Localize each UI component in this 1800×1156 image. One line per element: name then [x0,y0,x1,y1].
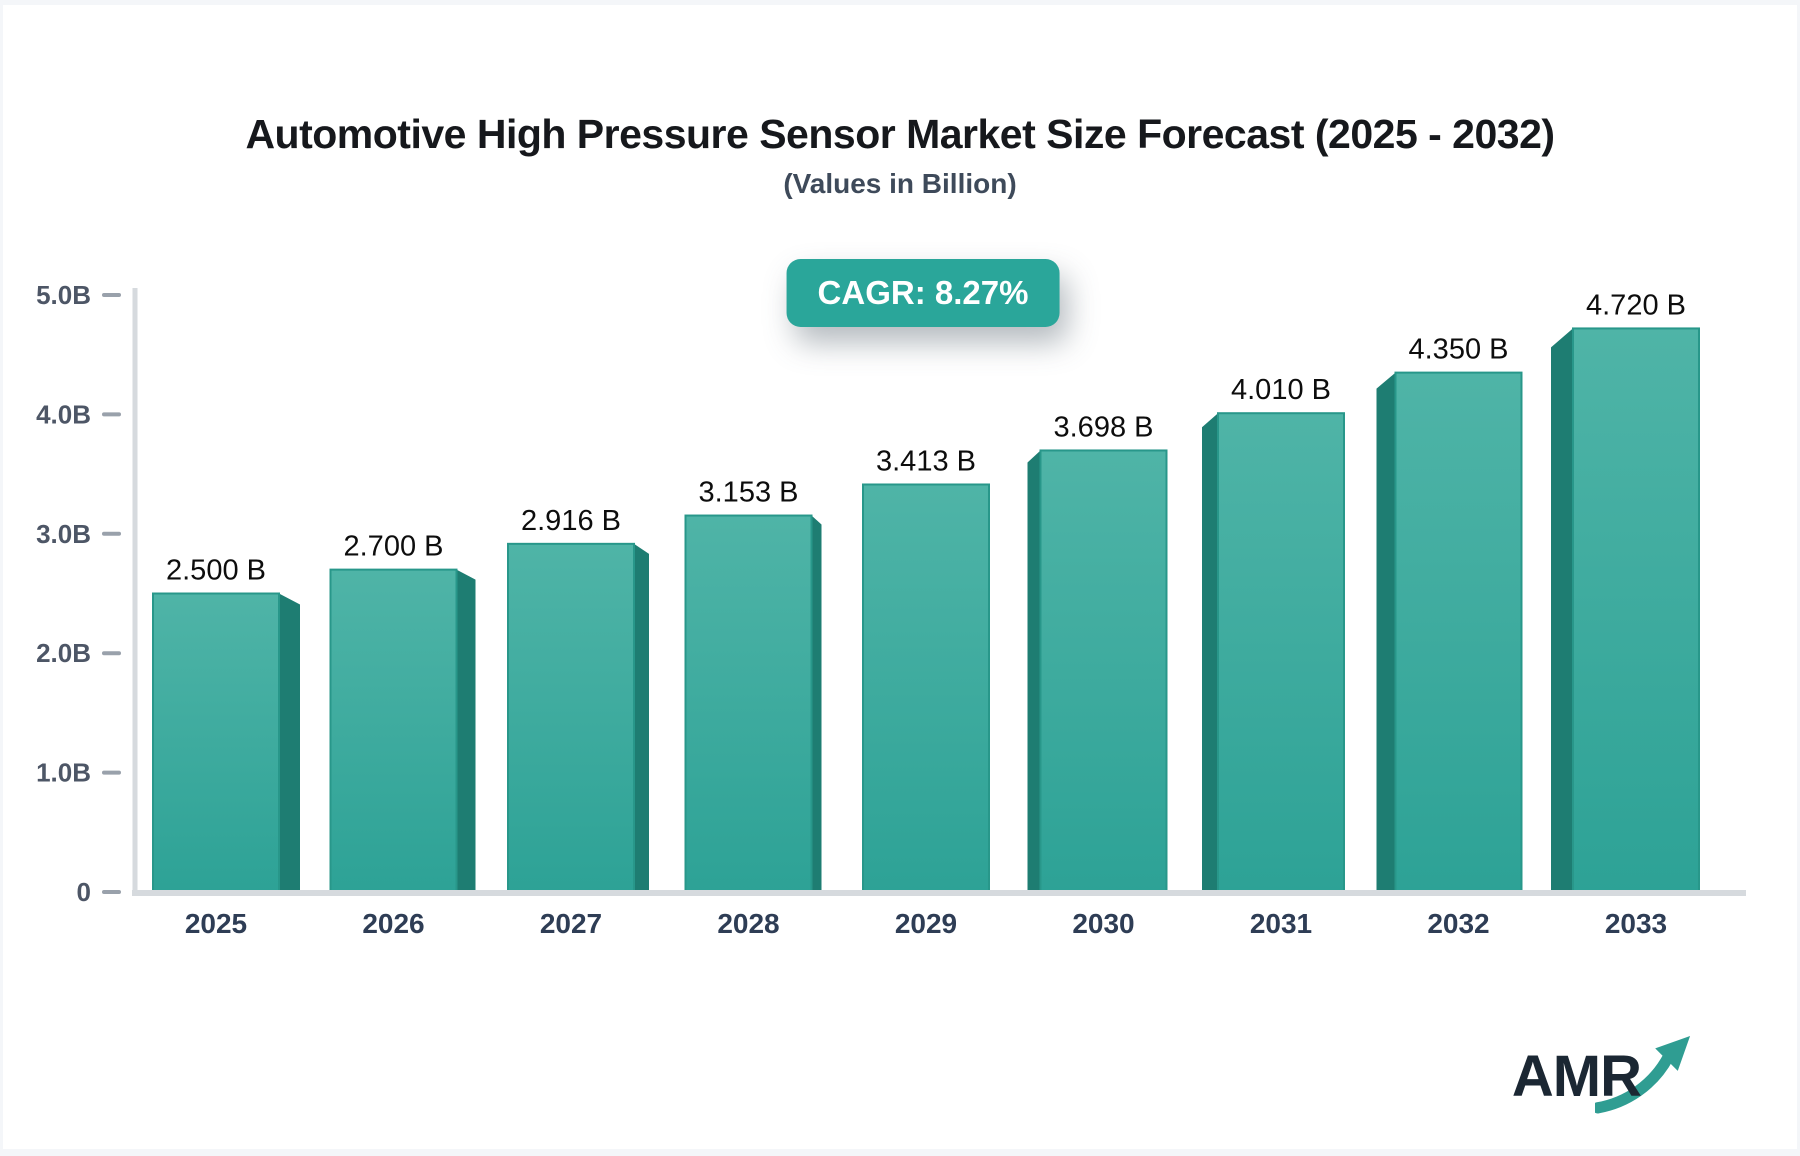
bar-value-label: 2.500 B [166,555,266,587]
y-tick-label: 1.0B [36,758,91,788]
x-tick-label: 2030 [1072,908,1134,939]
bar-front-face [1217,412,1345,893]
bar-value-label: 4.010 B [1231,374,1331,406]
bar-front-face [152,592,280,893]
x-tick-label: 2027 [540,908,602,939]
bar-value-label: 2.916 B [521,505,621,537]
x-tick-label: 2033 [1605,908,1667,939]
bar-side-face [1376,372,1396,892]
cagr-badge: CAGR: 8.27% [786,259,1060,327]
bar-group-2032: 4.350 B 2032 [1376,334,1523,939]
bar-side-face [1027,450,1041,892]
y-tick-label: 4.0B [36,399,91,429]
y-tick-label: 5.0B [36,280,91,310]
x-tick-label: 2026 [362,908,424,939]
bar-front-face [1039,449,1168,893]
chart-subtitle: (Values in Billion) [783,168,1017,199]
bar-value-label: 3.413 B [876,445,976,477]
y-tick-label: 0 [77,877,91,907]
x-tick-label: 2031 [1250,908,1312,939]
bar-value-label: 4.720 B [1586,289,1686,321]
bar-front-face [329,568,458,893]
bar-side-face [811,515,822,892]
bar-side-face [1202,413,1218,892]
x-tick-label: 2032 [1427,908,1489,939]
chart-card: Automotive High Pressure Sensor Market S… [3,5,1797,1149]
bar-group-2027: 2.916 B 2027 [507,505,649,939]
bar-group-2030: 3.698 B 2030 [1027,411,1168,939]
bar-front-face [684,514,813,893]
growth-arrow-icon [1595,1036,1691,1114]
x-tick-label: 2028 [717,908,779,939]
bar-side-face [1551,328,1573,892]
y-tick-label: 3.0B [36,519,91,549]
bar-value-label: 2.700 B [344,531,444,563]
bar-front-face [507,542,635,893]
y-tick-label: 2.0B [36,638,91,668]
bar-side-face [456,569,476,892]
amr-logo: AMR [1512,1031,1699,1121]
bar-front-face [1572,327,1700,893]
x-tick-label: 2025 [185,908,247,939]
bar-side-face [279,593,300,892]
bar-group-2026: 2.700 B 2026 [329,531,476,939]
chart-title: Automotive High Pressure Sensor Market S… [245,111,1555,157]
bar-front-face [1394,371,1523,893]
bar-value-label: 4.350 B [1409,334,1509,366]
bar-group-2028: 3.153 B 2028 [684,477,822,939]
bar-front-face [862,483,990,893]
bar-group-2033: 4.720 B 2033 [1551,289,1700,939]
bar-group-2031: 4.010 B 2031 [1202,374,1345,939]
bar-value-label: 3.153 B [699,477,799,509]
bar-value-label: 3.698 B [1054,411,1154,443]
bar-group-2025: 2.500 B 2025 [152,555,300,939]
bar-group-2029: 3.413 B 2029 [862,445,990,939]
amr-logo-text: AMR [1511,1043,1642,1109]
x-tick-label: 2029 [895,908,957,939]
bar-side-face [634,543,649,892]
